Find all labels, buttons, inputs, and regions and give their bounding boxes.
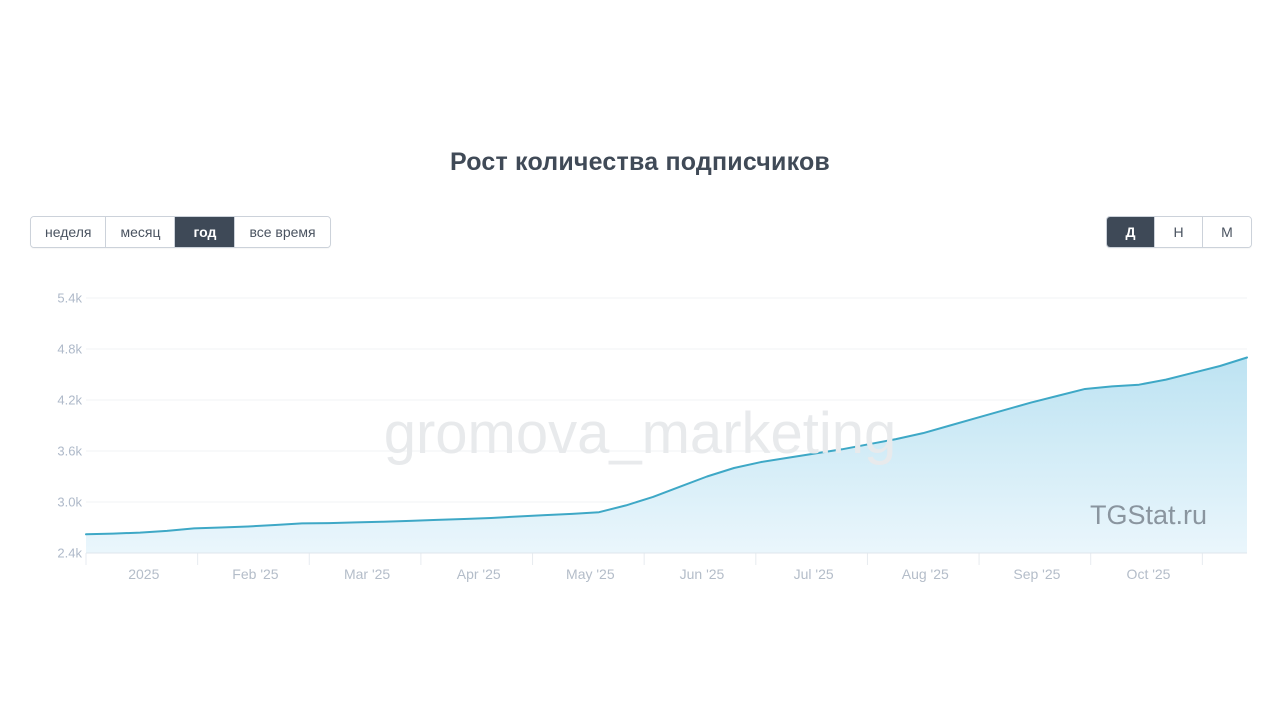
axis-ticks <box>85 553 1203 565</box>
x-tick-label: Oct '25 <box>1126 566 1171 582</box>
x-tick-label: May '25 <box>566 566 615 582</box>
x-tick-label: Feb '25 <box>232 566 279 582</box>
page-title: Рост количества подписчиков <box>449 148 831 176</box>
range-option-0[interactable]: неделя <box>31 217 107 247</box>
granularity-option-0[interactable]: Д <box>1107 217 1155 247</box>
granularity-option-2[interactable]: М <box>1203 217 1251 247</box>
x-tick-label: Jun '25 <box>679 566 725 582</box>
chart-area: 2.4k 3.0k 3.6k 4.2k 4.8k 5.4k 2025 Feb '25 Mar … <box>0 270 1280 600</box>
x-tick-label: 2025 <box>128 566 160 582</box>
y-tick-label: 4.2k <box>57 392 82 408</box>
range-option-1[interactable]: месяц <box>106 217 176 247</box>
x-tick-label: Apr '25 <box>456 566 501 582</box>
y-tick-label: 3.0k <box>57 494 82 510</box>
range-selector[interactable]: неделя месяц год все время <box>30 216 331 248</box>
range-option-2[interactable]: год <box>175 217 236 247</box>
y-tick-label: 2.4k <box>57 545 82 561</box>
x-tick-label: Jul '25 <box>793 566 834 582</box>
range-option-3[interactable]: все время <box>235 217 330 247</box>
granularity-option-1[interactable]: Н <box>1155 217 1203 247</box>
x-tick-label: Aug '25 <box>901 566 949 582</box>
y-tick-label: 4.8k <box>57 341 82 357</box>
plot-canvas[interactable] <box>0 270 1280 600</box>
x-tick-label: Sep '25 <box>1013 566 1061 582</box>
series-line <box>85 356 1248 536</box>
y-tick-label: 3.6k <box>57 443 82 459</box>
y-axis: 2.4k 3.0k 3.6k 4.2k 4.8k 5.4k <box>34 270 82 600</box>
area-fill <box>86 357 1247 553</box>
x-tick-label: Mar '25 <box>343 566 391 582</box>
y-tick-label: 5.4k <box>57 290 82 306</box>
